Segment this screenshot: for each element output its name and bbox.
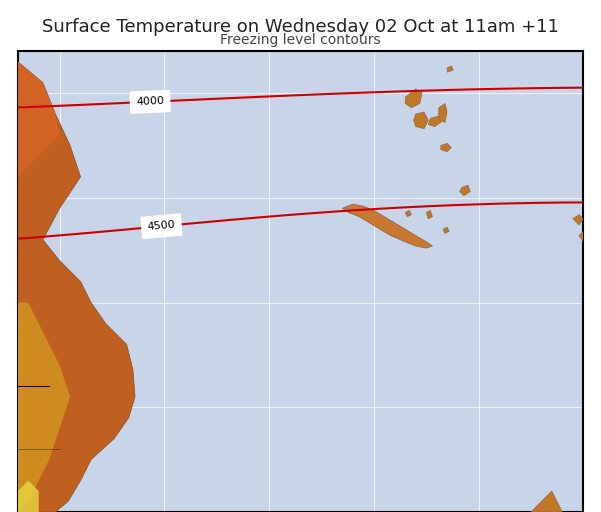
Polygon shape xyxy=(447,66,453,72)
Text: Surface Temperature on Wednesday 02 Oct at 11am +11: Surface Temperature on Wednesday 02 Oct … xyxy=(42,18,559,36)
Text: 4500: 4500 xyxy=(147,220,176,232)
Polygon shape xyxy=(441,143,451,152)
Polygon shape xyxy=(439,103,447,122)
Polygon shape xyxy=(460,185,470,196)
Polygon shape xyxy=(413,112,429,129)
Text: Freezing level contours: Freezing level contours xyxy=(220,33,381,47)
Polygon shape xyxy=(343,204,433,248)
Polygon shape xyxy=(18,481,38,512)
Polygon shape xyxy=(18,61,59,177)
Polygon shape xyxy=(579,231,587,242)
Polygon shape xyxy=(573,215,583,225)
Text: 4000: 4000 xyxy=(136,96,165,108)
Polygon shape xyxy=(531,491,563,512)
Polygon shape xyxy=(443,227,449,233)
Polygon shape xyxy=(405,210,412,217)
Polygon shape xyxy=(311,0,328,7)
Polygon shape xyxy=(18,61,135,512)
Polygon shape xyxy=(429,116,441,126)
Polygon shape xyxy=(18,303,70,512)
Polygon shape xyxy=(426,210,433,219)
Polygon shape xyxy=(405,89,422,108)
